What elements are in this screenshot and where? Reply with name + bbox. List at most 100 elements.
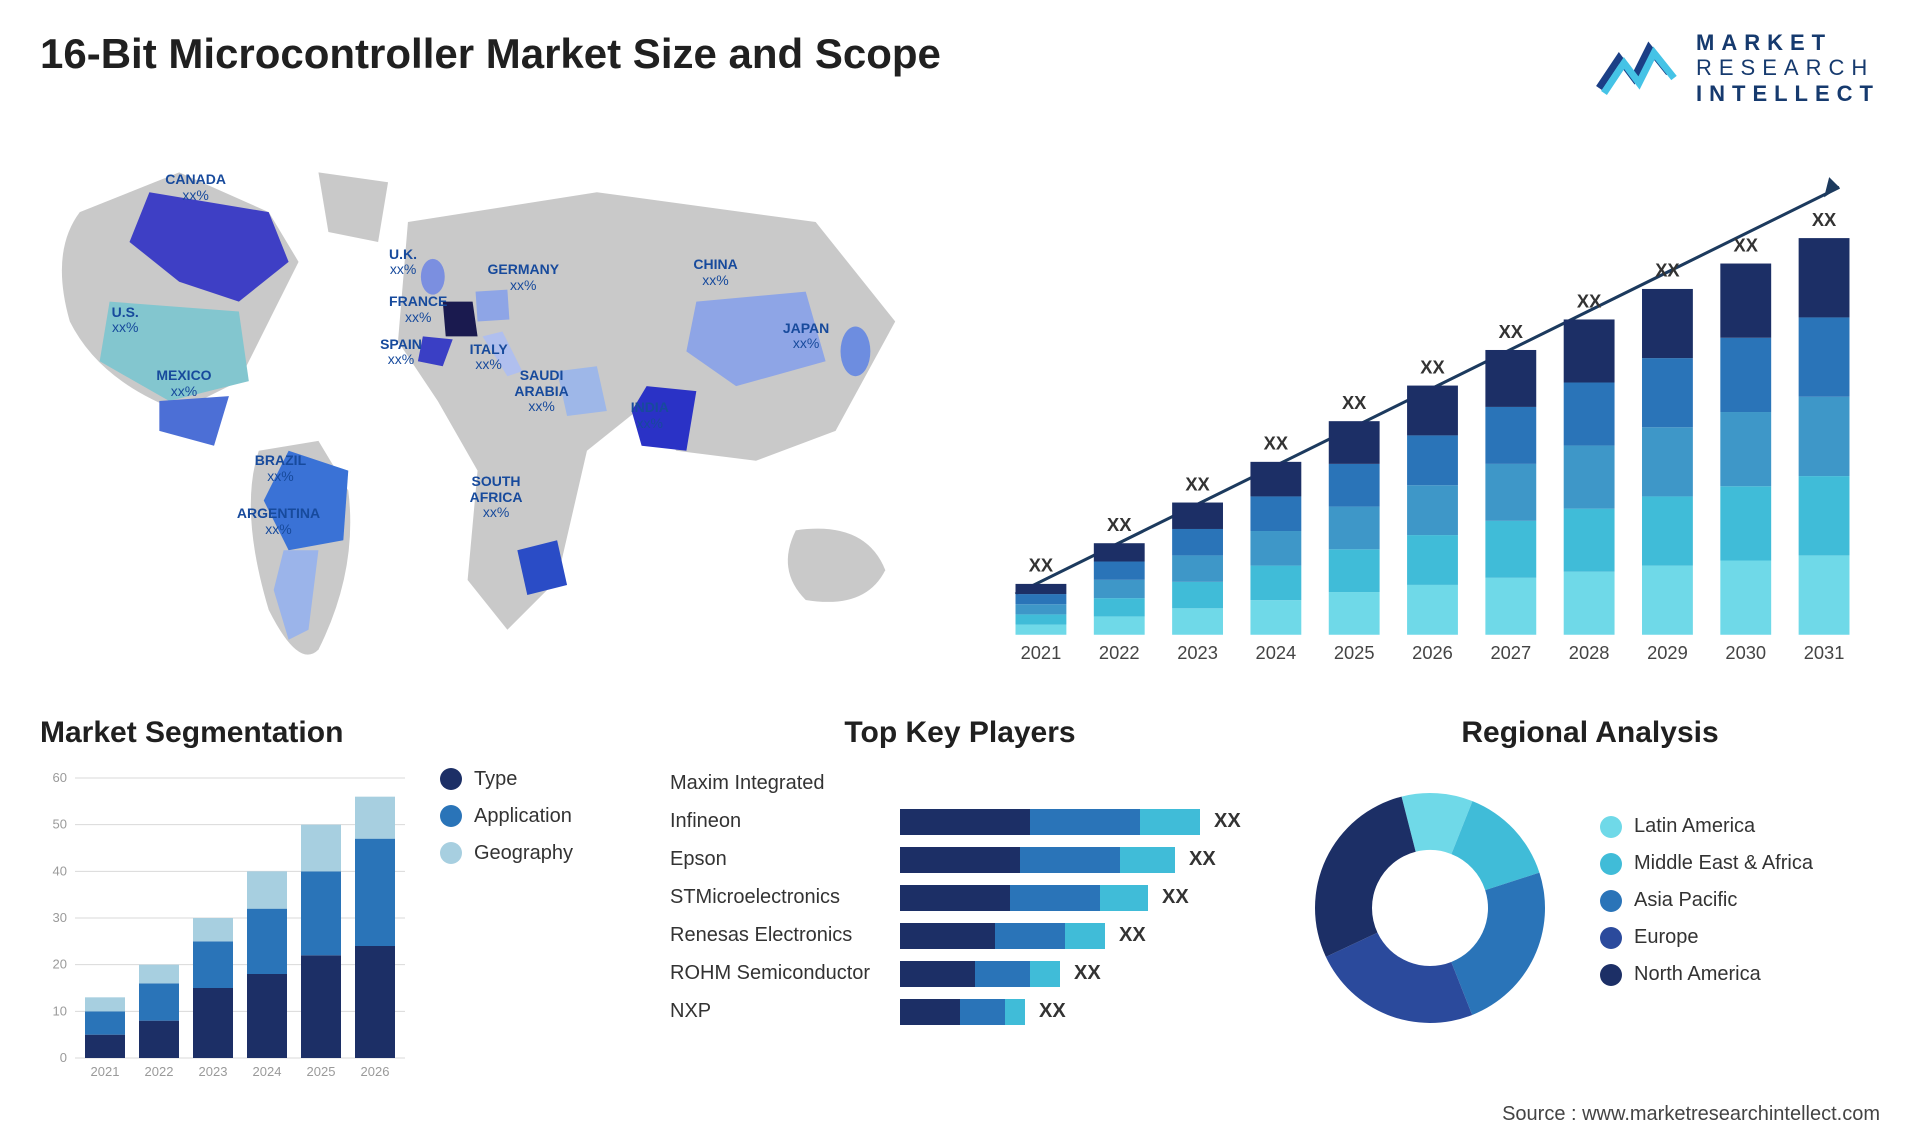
- svg-text:2021: 2021: [91, 1064, 120, 1079]
- player-name: ROHM Semiconductor: [670, 962, 900, 985]
- player-bar-segment: [975, 961, 1030, 987]
- svg-text:XX: XX: [1577, 290, 1602, 311]
- map-label: ARGENTINAxx%: [237, 506, 320, 537]
- svg-text:XX: XX: [1107, 514, 1132, 535]
- map-label: MEXICOxx%: [156, 368, 211, 399]
- player-bar-segment: [1120, 847, 1175, 873]
- svg-text:20: 20: [53, 957, 67, 972]
- legend-swatch: [1600, 927, 1622, 949]
- segmentation-chart: 0102030405060202120222023202420252026: [40, 768, 410, 1088]
- legend-label: Latin America: [1634, 815, 1755, 838]
- player-bar-segment: [900, 809, 1030, 835]
- legend-swatch: [1600, 890, 1622, 912]
- legend-item: Application: [440, 805, 573, 828]
- legend-label: Application: [474, 805, 572, 828]
- svg-text:XX: XX: [1812, 209, 1837, 230]
- legend-item: Europe: [1600, 926, 1813, 949]
- svg-text:XX: XX: [1342, 392, 1367, 413]
- regional-title: Regional Analysis: [1300, 716, 1880, 750]
- player-bar-segment: [995, 923, 1065, 949]
- map-label: SPAINxx%: [380, 337, 422, 368]
- forecast-svg: XX2021XX2022XX2023XX2024XX2025XX2026XX20…: [985, 146, 1880, 676]
- players-panel: Top Key Players Maxim Integrated Infineon…: [670, 716, 1250, 1088]
- player-bar: [900, 999, 1025, 1025]
- legend-label: Europe: [1634, 926, 1699, 949]
- svg-text:2029: 2029: [1647, 642, 1688, 663]
- logo-text: MARKET RESEARCH INTELLECT: [1696, 30, 1880, 106]
- map-label: CHINAxx%: [693, 257, 737, 288]
- map-label: JAPANxx%: [783, 321, 829, 352]
- source-text: Source : www.marketresearchintellect.com: [1502, 1103, 1880, 1126]
- legend-label: Type: [474, 768, 517, 791]
- svg-text:0: 0: [60, 1050, 67, 1065]
- svg-text:2028: 2028: [1569, 642, 1610, 663]
- player-bar-segment: [900, 847, 1020, 873]
- player-bar: [900, 961, 1060, 987]
- svg-text:2023: 2023: [1177, 642, 1218, 663]
- svg-text:XX: XX: [1185, 473, 1210, 494]
- player-row: InfineonXX: [670, 806, 1250, 838]
- legend-label: Middle East & Africa: [1634, 852, 1813, 875]
- legend-swatch: [1600, 853, 1622, 875]
- legend-item: Geography: [440, 842, 573, 865]
- svg-text:2025: 2025: [307, 1064, 336, 1079]
- svg-text:2030: 2030: [1725, 642, 1766, 663]
- player-row: Maxim Integrated: [670, 768, 1250, 800]
- world-map: CANADAxx% U.S.xx% MEXICOxx% BRAZILxx% ARGENT…: [40, 146, 935, 676]
- legend-item: Asia Pacific: [1600, 889, 1813, 912]
- map-label: INDIAxx%: [631, 400, 669, 431]
- player-value: XX: [1119, 924, 1146, 947]
- player-bar-segment: [900, 961, 975, 987]
- players-title: Top Key Players: [670, 716, 1250, 750]
- svg-text:2021: 2021: [1021, 642, 1062, 663]
- svg-text:XX: XX: [1029, 555, 1054, 576]
- svg-text:2023: 2023: [199, 1064, 228, 1079]
- player-row: Renesas Electronics XX: [670, 920, 1250, 952]
- regional-donut: [1300, 768, 1560, 1048]
- player-bar: [900, 923, 1105, 949]
- svg-text:2024: 2024: [1256, 642, 1297, 663]
- player-bar-segment: [1030, 809, 1140, 835]
- player-bar-segment: [1005, 999, 1025, 1025]
- svg-text:10: 10: [53, 1003, 67, 1018]
- map-label: GERMANYxx%: [488, 262, 560, 293]
- player-name: Maxim Integrated: [670, 772, 900, 795]
- player-value: XX: [1074, 962, 1101, 985]
- player-bar: [900, 809, 1200, 835]
- map-label: CANADAxx%: [165, 172, 226, 203]
- player-value: XX: [1039, 1000, 1066, 1023]
- player-bar: [900, 847, 1175, 873]
- logo-line3: INTELLECT: [1696, 81, 1880, 106]
- player-name: Renesas Electronics: [670, 924, 900, 947]
- players-list: Maxim IntegratedInfineonXXEpsonXXSTMicro…: [670, 768, 1250, 1028]
- svg-text:2022: 2022: [1099, 642, 1140, 663]
- player-name: Epson: [670, 848, 900, 871]
- legend-label: North America: [1634, 963, 1761, 986]
- player-value: XX: [1189, 848, 1216, 871]
- legend-item: Middle East & Africa: [1600, 852, 1813, 875]
- svg-text:XX: XX: [1734, 234, 1759, 255]
- segmentation-legend: Type Application Geography: [440, 768, 573, 879]
- map-label: BRAZILxx%: [255, 453, 306, 484]
- logo-icon: [1594, 33, 1684, 103]
- page-title: 16-Bit Microcontroller Market Size and S…: [40, 30, 941, 78]
- map-label: U.S.xx%: [112, 305, 139, 336]
- player-name: STMicroelectronics: [670, 886, 900, 909]
- regional-legend: Latin America Middle East & Africa Asia Pa…: [1600, 815, 1813, 1000]
- player-bar-segment: [1065, 923, 1105, 949]
- svg-text:40: 40: [53, 863, 67, 878]
- forecast-chart: XX2021XX2022XX2023XX2024XX2025XX2026XX20…: [985, 146, 1880, 676]
- svg-text:50: 50: [53, 817, 67, 832]
- svg-text:2026: 2026: [1412, 642, 1453, 663]
- player-name: Infineon: [670, 810, 900, 833]
- svg-text:60: 60: [53, 770, 67, 785]
- player-row: NXPXX: [670, 996, 1250, 1028]
- legend-label: Asia Pacific: [1634, 889, 1737, 912]
- player-bar: [900, 885, 1148, 911]
- legend-swatch: [440, 805, 462, 827]
- player-bar-segment: [1100, 885, 1148, 911]
- player-bar-segment: [1010, 885, 1100, 911]
- svg-text:XX: XX: [1420, 356, 1445, 377]
- svg-text:2027: 2027: [1490, 642, 1531, 663]
- svg-text:XX: XX: [1655, 260, 1680, 281]
